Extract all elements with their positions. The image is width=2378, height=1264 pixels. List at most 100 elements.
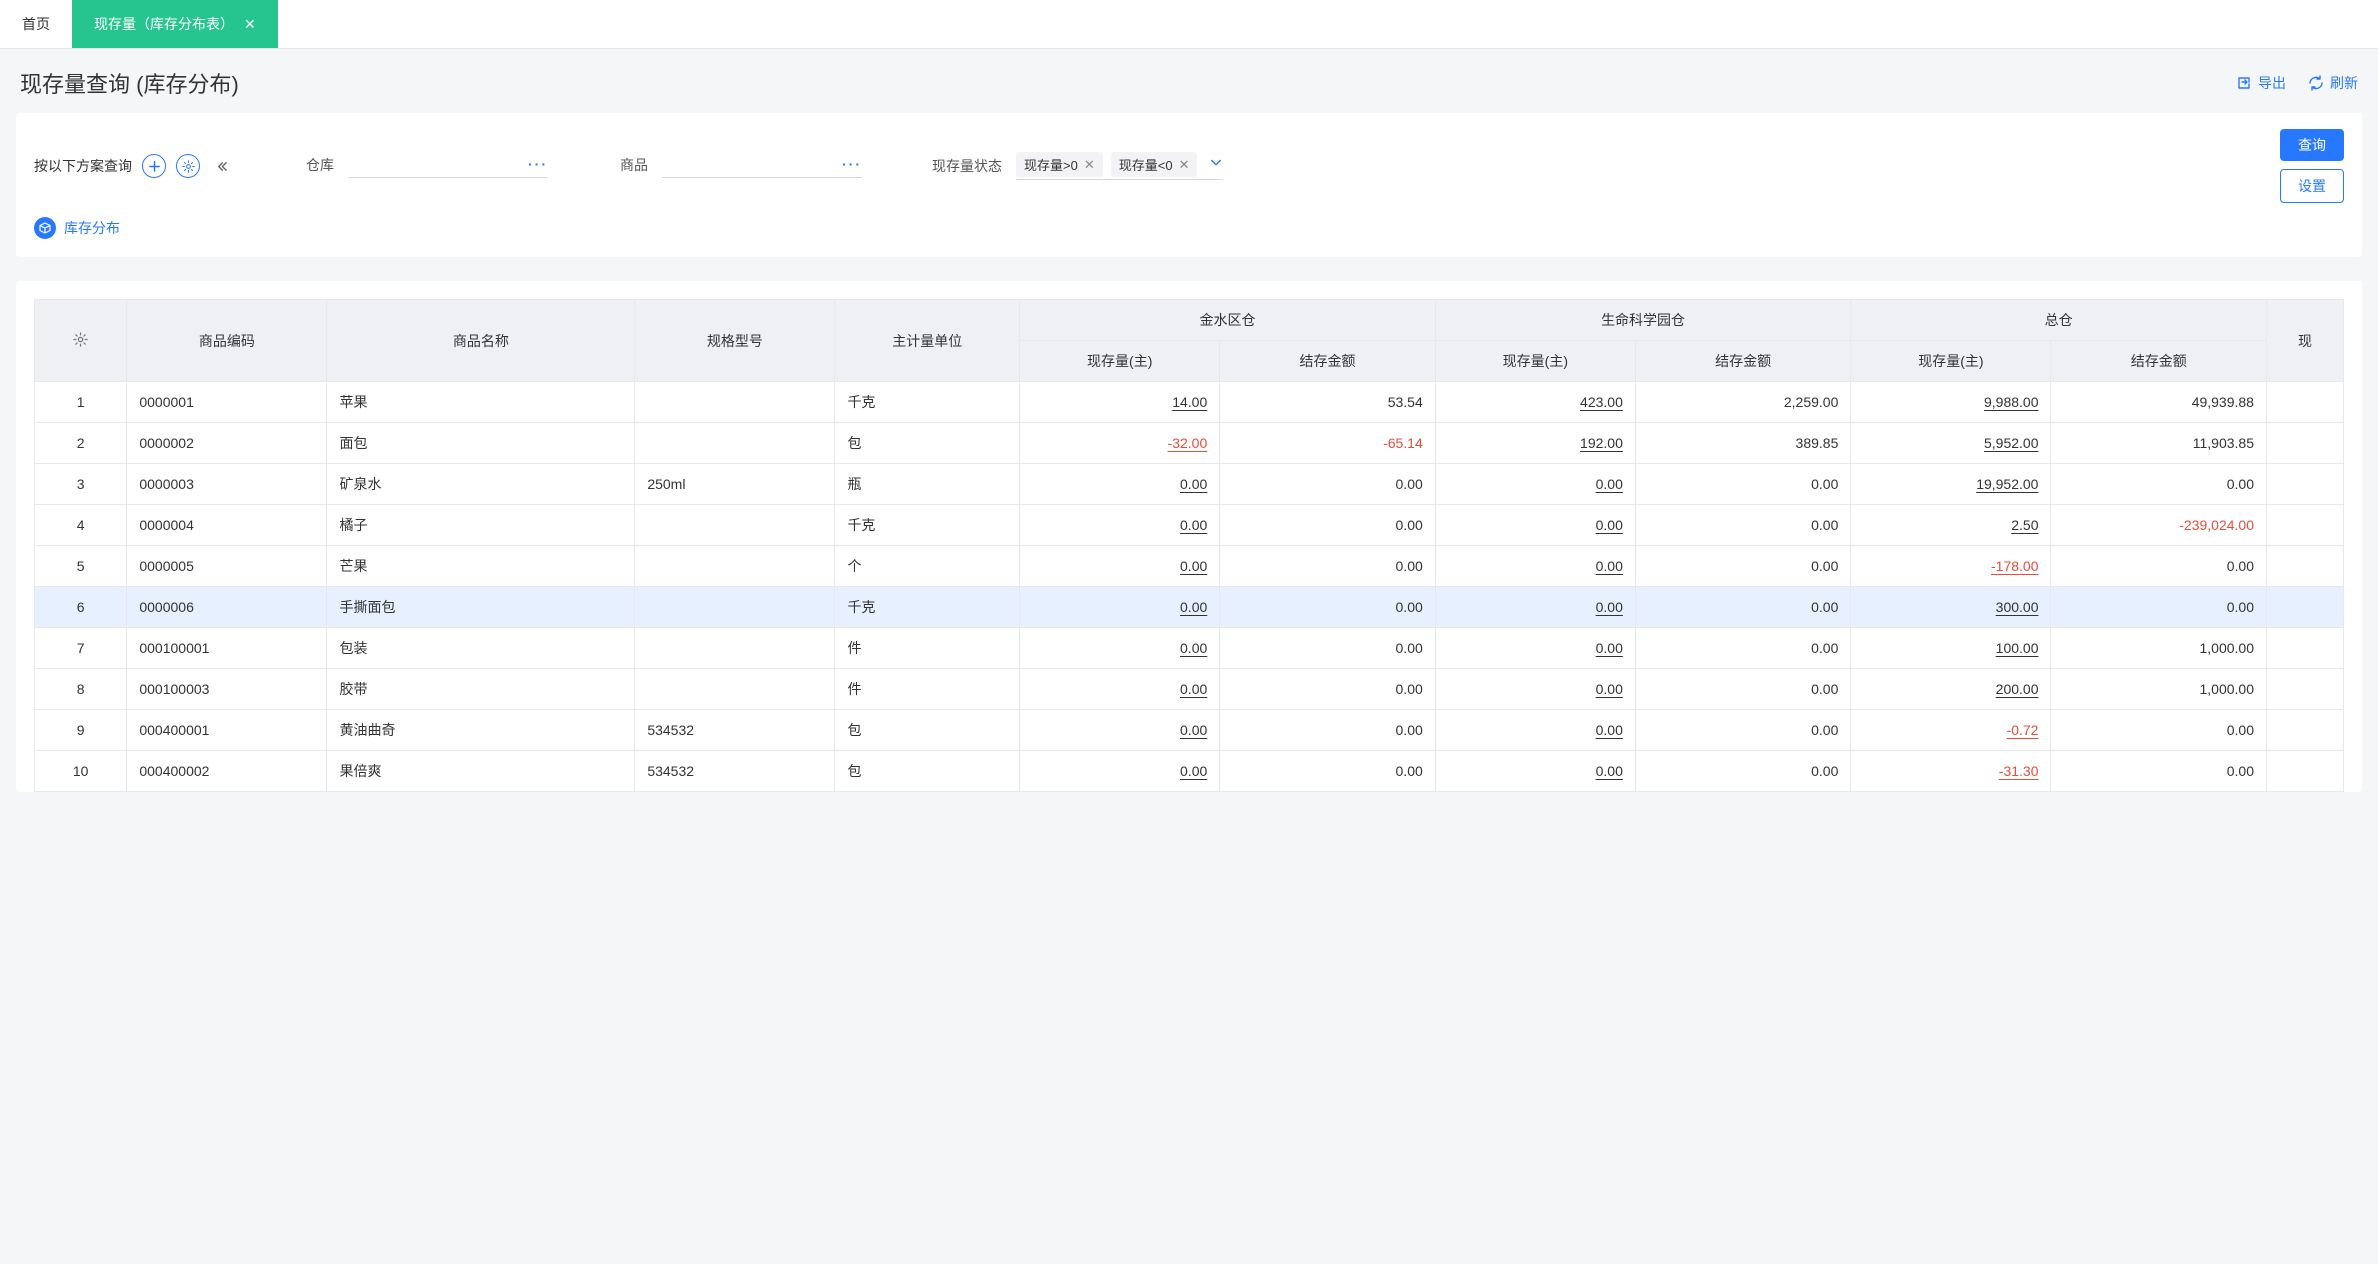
table-row[interactable]: 40000004橘子千克0.000.000.000.002.50-239,024… <box>35 505 2344 546</box>
status-chip[interactable]: 现存量>0✕ <box>1016 152 1103 177</box>
close-icon[interactable]: ✕ <box>1084 157 1095 173</box>
cell: 0.00 <box>1635 710 1851 751</box>
cell: 0.00 <box>1635 669 1851 710</box>
cell: 14.00 <box>1020 382 1220 423</box>
col-group[interactable]: 生命科学园仓 <box>1435 300 1851 341</box>
col-spec[interactable]: 规格型号 <box>635 300 835 382</box>
close-icon[interactable]: ✕ <box>244 16 256 33</box>
table-head: 商品编码 商品名称 规格型号 主计量单位 金水区仓 生命科学园仓 总仓 现 现存… <box>35 300 2344 382</box>
cell: 0.00 <box>1435 505 1635 546</box>
cell: 200.00 <box>1851 669 2051 710</box>
table-row[interactable]: 10000001苹果千克14.0053.54423.002,259.009,98… <box>35 382 2344 423</box>
cube-icon <box>34 217 56 239</box>
export-button[interactable]: 导出 <box>2236 73 2286 93</box>
cell: 0.00 <box>1220 587 1436 628</box>
cell: 300.00 <box>1851 587 2051 628</box>
cell: 0.00 <box>2051 587 2267 628</box>
cell: 0.00 <box>1635 587 1851 628</box>
inventory-table: 商品编码 商品名称 规格型号 主计量单位 金水区仓 生命科学园仓 总仓 现 现存… <box>34 299 2344 792</box>
cell <box>635 628 835 669</box>
col-group[interactable]: 金水区仓 <box>1020 300 1436 341</box>
table-row[interactable]: 50000005芒果个0.000.000.000.00-178.000.00 <box>35 546 2344 587</box>
cell: 9 <box>35 710 127 751</box>
cell <box>635 587 835 628</box>
query-button[interactable]: 查询 <box>2280 129 2344 161</box>
cell: 9,988.00 <box>1851 382 2051 423</box>
product-input[interactable]: ··· <box>662 152 862 178</box>
cell: 0.00 <box>1220 505 1436 546</box>
col-qty[interactable]: 现存量(主) <box>1435 341 1635 382</box>
col-settings[interactable] <box>35 300 127 382</box>
col-qty[interactable]: 现存量(主) <box>1020 341 1220 382</box>
cell: 19,952.00 <box>1851 464 2051 505</box>
col-name[interactable]: 商品名称 <box>327 300 635 382</box>
table-card: 商品编码 商品名称 规格型号 主计量单位 金水区仓 生命科学园仓 总仓 现 现存… <box>16 281 2362 792</box>
cell <box>2266 546 2343 587</box>
refresh-button[interactable]: 刷新 <box>2308 73 2358 93</box>
cell: 11,903.85 <box>2051 423 2267 464</box>
page-header: 现存量查询 (库存分布) 导出 刷新 <box>0 49 2378 113</box>
table-row[interactable]: 60000006手撕面包千克0.000.000.000.00300.000.00 <box>35 587 2344 628</box>
warehouse-input[interactable]: ··· <box>348 152 548 178</box>
scheme-settings-button[interactable] <box>176 154 200 178</box>
cell: 包装 <box>327 628 635 669</box>
cell <box>2266 423 2343 464</box>
col-amt[interactable]: 结存金额 <box>1635 341 1851 382</box>
cell: 0000002 <box>127 423 327 464</box>
col-qty[interactable]: 现存量(主) <box>1851 341 2051 382</box>
status-label: 现存量状态 <box>922 156 1002 176</box>
tabbar: 首页 现存量（库存分布表） ✕ <box>0 0 2378 49</box>
product-label: 商品 <box>608 155 648 175</box>
ellipsis-icon[interactable]: ··· <box>528 156 548 172</box>
table-row[interactable]: 10000400002果倍爽534532包0.000.000.000.00-31… <box>35 751 2344 792</box>
cell: 0.00 <box>1020 464 1220 505</box>
ellipsis-icon[interactable]: ··· <box>842 156 862 172</box>
table-row[interactable]: 30000003矿泉水250ml瓶0.000.000.000.0019,952.… <box>35 464 2344 505</box>
cell: 瓶 <box>835 464 1020 505</box>
cell: 5,952.00 <box>1851 423 2051 464</box>
tab-inventory-dist[interactable]: 现存量（库存分布表） ✕ <box>72 0 278 48</box>
cell: 包 <box>835 751 1020 792</box>
cell <box>2266 710 2343 751</box>
cell: 000100001 <box>127 628 327 669</box>
collapse-button[interactable] <box>210 155 232 177</box>
cell: 49,939.88 <box>2051 382 2267 423</box>
scheme-pill[interactable]: 库存分布 <box>34 217 2344 239</box>
cell: -65.14 <box>1220 423 1436 464</box>
cell: 0.00 <box>1435 710 1635 751</box>
scheme-label: 按以下方案查询 <box>34 156 132 176</box>
cell: 橘子 <box>327 505 635 546</box>
cell: 0.00 <box>1020 587 1220 628</box>
cell: 0.00 <box>1435 669 1635 710</box>
col-unit[interactable]: 主计量单位 <box>835 300 1020 382</box>
cell: 0000006 <box>127 587 327 628</box>
cell: 0.00 <box>1220 546 1436 587</box>
cell <box>635 423 835 464</box>
cell: 0.00 <box>1435 546 1635 587</box>
table-row[interactable]: 9000400001黄油曲奇534532包0.000.000.000.00-0.… <box>35 710 2344 751</box>
col-amt[interactable]: 结存金额 <box>2051 341 2267 382</box>
table-row[interactable]: 8000100003胶带件0.000.000.000.00200.001,000… <box>35 669 2344 710</box>
cell: 0.00 <box>1220 669 1436 710</box>
col-amt[interactable]: 结存金额 <box>1220 341 1436 382</box>
warehouse-label: 仓库 <box>294 155 334 175</box>
add-scheme-button[interactable] <box>142 154 166 178</box>
cell: 0.00 <box>2051 710 2267 751</box>
col-code[interactable]: 商品编码 <box>127 300 327 382</box>
settings-button[interactable]: 设置 <box>2280 169 2344 203</box>
col-group[interactable]: 总仓 <box>1851 300 2267 341</box>
tab-home[interactable]: 首页 <box>0 0 72 48</box>
table-row[interactable]: 20000002面包包-32.00-65.14192.00389.855,952… <box>35 423 2344 464</box>
col-tail[interactable]: 现 <box>2266 300 2343 382</box>
status-chip[interactable]: 现存量<0✕ <box>1111 152 1198 177</box>
table-row[interactable]: 7000100001包装件0.000.000.000.00100.001,000… <box>35 628 2344 669</box>
cell: 0.00 <box>1635 628 1851 669</box>
page-title: 现存量查询 (库存分布) <box>20 67 239 99</box>
chevron-down-icon[interactable] <box>1209 156 1223 173</box>
cell: 0000003 <box>127 464 327 505</box>
cell: 0.00 <box>2051 464 2267 505</box>
close-icon[interactable]: ✕ <box>1179 157 1190 173</box>
status-chips[interactable]: 现存量>0✕ 现存量<0✕ <box>1016 152 1223 180</box>
warehouse-field: 仓库 ··· <box>294 152 548 178</box>
cell: 000400002 <box>127 751 327 792</box>
